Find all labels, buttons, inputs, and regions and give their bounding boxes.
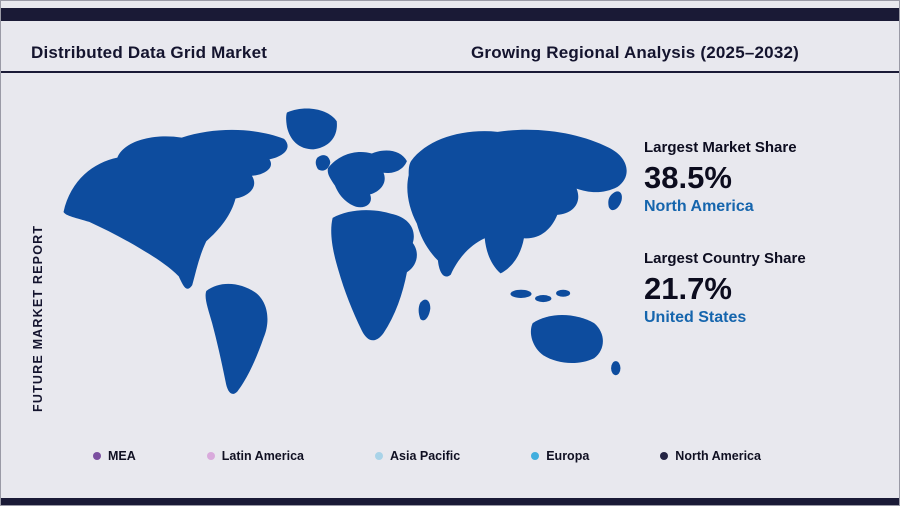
world-map-landmass (63, 108, 627, 394)
legend-dot-mea (93, 452, 101, 460)
map-legend: MEA Latin America Asia Pacific Europa No… (93, 449, 761, 463)
page-subtitle: Growing Regional Analysis (2025–2032) (471, 43, 800, 62)
stat-region: North America (644, 198, 754, 216)
continent-europe (327, 150, 407, 208)
legend-dot-north-america (660, 452, 669, 460)
continent-north-america (63, 129, 288, 289)
island-madagascar (418, 299, 431, 321)
continent-south-america (205, 283, 268, 394)
island-greenland (286, 108, 337, 150)
top-accent-bar (1, 8, 899, 21)
continent-australia (530, 314, 603, 364)
legend-label: North America (675, 449, 761, 463)
island-japan (608, 191, 622, 211)
legend-item-mea: MEA (93, 449, 136, 463)
legend-dot-europa (531, 452, 540, 460)
legend-dot-latin-america (206, 452, 215, 460)
stat-country-share: Largest Country Share 21.7% United State… (644, 250, 884, 327)
legend-label: MEA (108, 449, 136, 463)
stat-value: 21.7% (644, 271, 732, 307)
legend-item-north-america: North America (660, 449, 761, 463)
stat-market-share: Largest Market Share 38.5% North America (644, 139, 884, 216)
island-indonesia-2 (535, 295, 552, 303)
legend-item-europa: Europa (531, 449, 589, 463)
continent-asia (407, 129, 627, 277)
island-indonesia-1 (510, 289, 532, 298)
legend-item-latin-america: Latin America (206, 449, 304, 463)
stat-region: United States (644, 309, 747, 327)
page-title: Distributed Data Grid Market (31, 43, 268, 62)
continent-africa (331, 210, 417, 341)
stat-label: Largest Country Share (644, 250, 806, 268)
island-uk (315, 155, 331, 171)
stats-panel: Largest Market Share 38.5% North America… (644, 139, 884, 361)
stat-label: Largest Market Share (644, 139, 797, 156)
bottom-accent-bar (1, 498, 899, 505)
island-new-zealand (611, 361, 621, 376)
island-indonesia-3 (556, 289, 571, 297)
legend-item-asia-pacific: Asia Pacific (375, 449, 460, 463)
legend-label: Europa (546, 449, 590, 463)
world-map (53, 89, 638, 411)
header-divider (1, 71, 899, 73)
brand-vertical-label: FUTURE MARKET REPORT (31, 224, 45, 412)
stat-value: 38.5% (644, 160, 732, 195)
legend-label: Latin America (221, 449, 304, 463)
legend-label: Asia Pacific (390, 449, 461, 463)
legend-dot-asia-pacific (375, 452, 384, 460)
